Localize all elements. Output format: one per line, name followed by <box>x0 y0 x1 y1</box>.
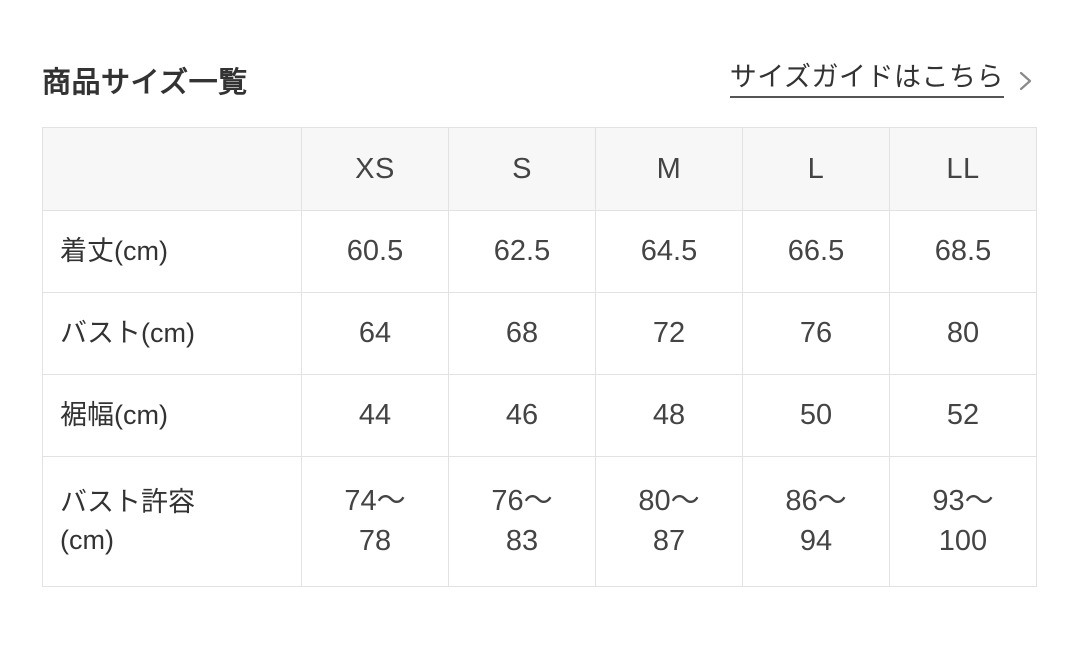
cell-value: 86〜 <box>785 485 847 518</box>
cell-value: 64 <box>358 316 392 349</box>
row-label-bust-tolerance: バスト許容 (cm) <box>42 456 302 587</box>
cell-value: 76 <box>799 316 833 349</box>
cell-value: 100 <box>938 524 988 557</box>
cell-length-xs: 60.5 <box>301 210 449 293</box>
cell-value: 93〜 <box>932 485 994 518</box>
cell-bust-xs: 64 <box>301 292 449 375</box>
cell-hem-xs: 44 <box>301 374 449 457</box>
cell-bust-ll: 80 <box>889 292 1037 375</box>
row-label-length: 着丈(cm) <box>42 210 302 293</box>
section-header: 商品サイズ一覧 サイズガイドはこちら <box>42 44 1036 100</box>
column-header-xs: XS <box>301 127 449 211</box>
size-guide-link-label: サイズガイドはこちら <box>729 62 1004 98</box>
size-table-container: XS S M L LL 着丈(cm) 60.5 62 <box>42 127 1037 587</box>
row-label-line: 裾幅(cm) <box>60 399 168 430</box>
cell-value: 78 <box>358 524 392 557</box>
chevron-right-icon <box>1016 66 1036 96</box>
cell-bust-tolerance-ll: 93〜 100 <box>889 456 1037 587</box>
cell-length-ll: 68.5 <box>889 210 1037 293</box>
table-header: XS S M L LL <box>42 127 1037 211</box>
cell-bust-l: 76 <box>742 292 890 375</box>
column-header-m: M <box>595 127 743 211</box>
cell-bust-tolerance-s: 76〜 83 <box>448 456 596 587</box>
cell-length-l: 66.5 <box>742 210 890 293</box>
cell-value: 94 <box>799 524 833 557</box>
cell-length-s: 62.5 <box>448 210 596 293</box>
row-label-line: バスト(cm) <box>60 317 195 348</box>
row-label-bust: バスト(cm) <box>42 292 302 375</box>
table-corner-cell <box>42 127 302 211</box>
cell-bust-s: 68 <box>448 292 596 375</box>
page-title: 商品サイズ一覧 <box>42 67 248 99</box>
cell-bust-m: 72 <box>595 292 743 375</box>
cell-value: 80〜 <box>638 485 700 518</box>
cell-value: 64.5 <box>640 234 698 267</box>
cell-hem-l: 50 <box>742 374 890 457</box>
cell-hem-s: 46 <box>448 374 596 457</box>
cell-value: 60.5 <box>346 234 404 267</box>
cell-value: 87 <box>652 524 686 557</box>
cell-value: 76〜 <box>491 485 553 518</box>
cell-value: 52 <box>946 398 980 431</box>
cell-value: 74〜 <box>344 485 406 518</box>
row-label-line: (cm) <box>60 524 114 555</box>
cell-hem-ll: 52 <box>889 374 1037 457</box>
cell-value: 68 <box>505 316 539 349</box>
column-header-l: L <box>742 127 890 211</box>
cell-value: 50 <box>799 398 833 431</box>
table-row: 裾幅(cm) 44 46 48 50 52 <box>42 374 1037 457</box>
size-guide-link[interactable]: サイズガイドはこちら <box>729 62 1036 100</box>
table-header-row: XS S M L LL <box>42 127 1037 211</box>
row-label-hem-width: 裾幅(cm) <box>42 374 302 457</box>
cell-value: 68.5 <box>934 234 992 267</box>
cell-value: 62.5 <box>493 234 551 267</box>
cell-length-m: 64.5 <box>595 210 743 293</box>
cell-bust-tolerance-l: 86〜 94 <box>742 456 890 587</box>
size-table: XS S M L LL 着丈(cm) 60.5 62 <box>42 127 1037 587</box>
cell-value: 46 <box>505 398 539 431</box>
table-row: バスト(cm) 64 68 72 76 80 <box>42 292 1037 375</box>
cell-bust-tolerance-m: 80〜 87 <box>595 456 743 587</box>
cell-value: 48 <box>652 398 686 431</box>
table-body: 着丈(cm) 60.5 62.5 64.5 66.5 68. <box>42 210 1037 587</box>
cell-hem-m: 48 <box>595 374 743 457</box>
table-row: バスト許容 (cm) 74〜 78 76〜 83 80〜 87 <box>42 456 1037 587</box>
row-label-line: バスト許容 <box>60 486 195 517</box>
row-label-line: 着丈(cm) <box>60 235 168 266</box>
cell-bust-tolerance-xs: 74〜 78 <box>301 456 449 587</box>
cell-value: 44 <box>358 398 392 431</box>
cell-value: 66.5 <box>787 234 845 267</box>
table-row: 着丈(cm) 60.5 62.5 64.5 66.5 68. <box>42 210 1037 293</box>
cell-value: 72 <box>652 316 686 349</box>
cell-value: 80 <box>946 316 980 349</box>
column-header-s: S <box>448 127 596 211</box>
column-header-ll: LL <box>889 127 1037 211</box>
cell-value: 83 <box>505 524 539 557</box>
